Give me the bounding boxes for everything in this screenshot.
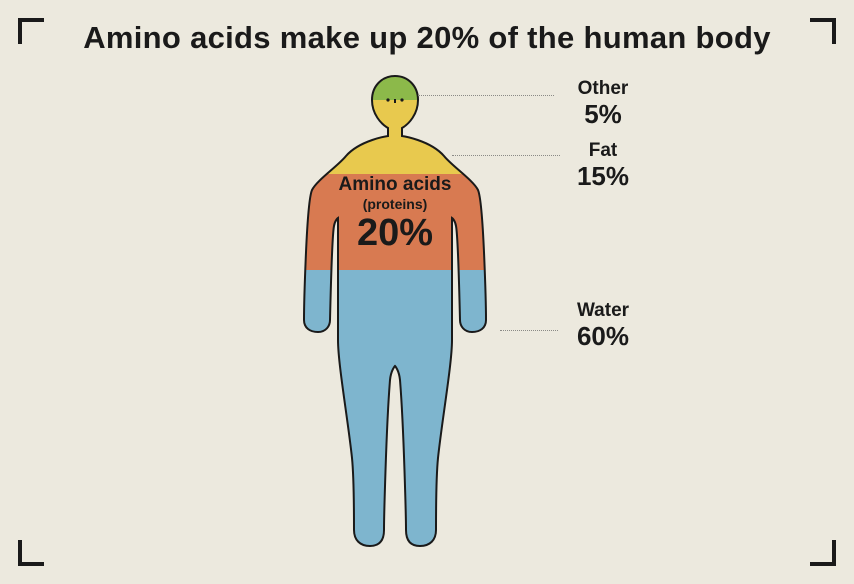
amino-name: Amino acids — [290, 175, 500, 195]
leader-fat — [452, 155, 560, 156]
human-body-figure — [290, 70, 500, 560]
band-fat — [290, 100, 500, 174]
water-percent: 60% — [558, 322, 648, 352]
label-other: Other 5% — [558, 78, 648, 130]
center-label-amino: Amino acids (proteins) 20% — [290, 175, 500, 254]
label-water: Water 60% — [558, 300, 648, 352]
leader-other — [418, 95, 554, 96]
amino-subname: (proteins) — [290, 197, 500, 212]
leader-water — [500, 330, 558, 331]
band-water — [290, 270, 500, 560]
body-svg — [290, 70, 500, 560]
other-name: Other — [558, 78, 648, 100]
fat-percent: 15% — [558, 162, 648, 192]
water-name: Water — [558, 300, 648, 322]
corner-bottom-right — [810, 540, 836, 566]
amino-percent: 20% — [290, 214, 500, 254]
other-percent: 5% — [558, 100, 648, 130]
fat-name: Fat — [558, 140, 648, 162]
page-title: Amino acids make up 20% of the human bod… — [0, 20, 854, 56]
label-fat: Fat 15% — [558, 140, 648, 192]
corner-bottom-left — [18, 540, 44, 566]
